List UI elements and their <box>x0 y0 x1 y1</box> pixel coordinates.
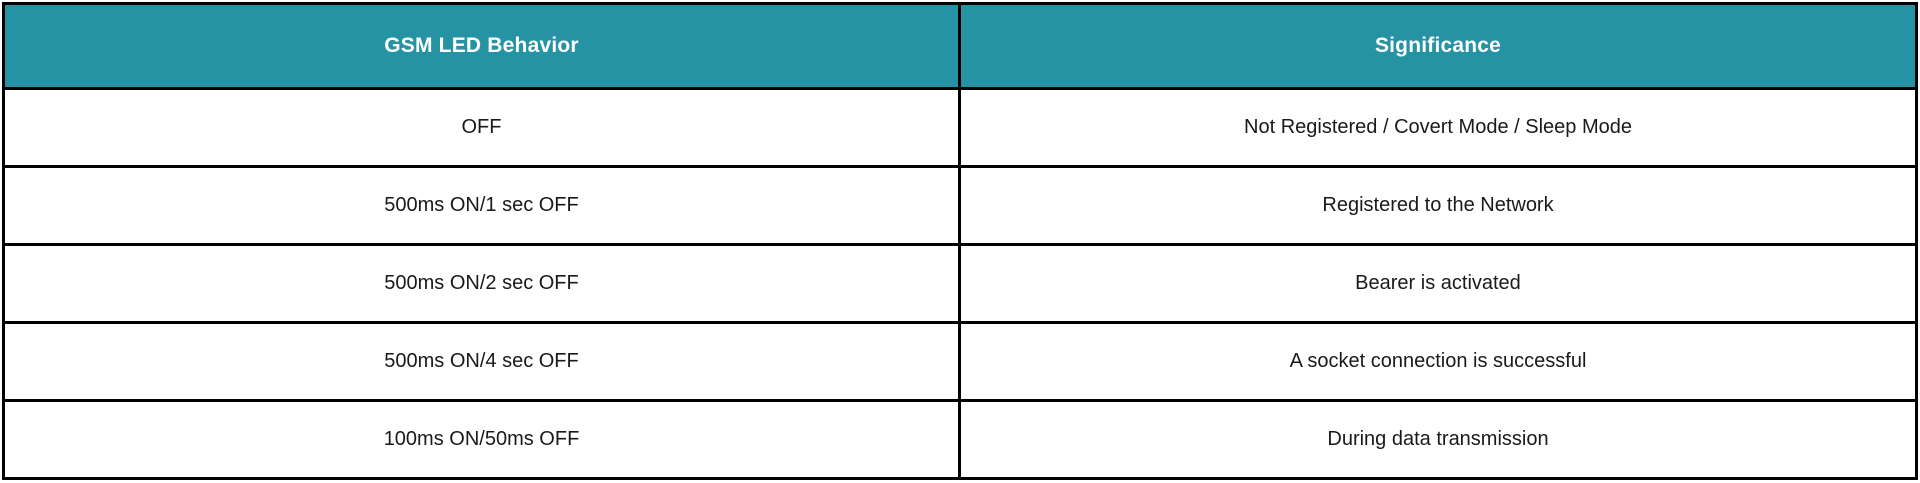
table-row: 500ms ON/1 sec OFF Registered to the Net… <box>2 165 1918 246</box>
cell-led-behavior: 100ms ON/50ms OFF <box>2 399 961 480</box>
table-row: 500ms ON/4 sec OFF A socket connection i… <box>2 321 1918 402</box>
cell-significance: Registered to the Network <box>958 165 1918 246</box>
cell-led-behavior: 500ms ON/1 sec OFF <box>2 165 961 246</box>
table-row: 500ms ON/2 sec OFF Bearer is activated <box>2 243 1918 324</box>
table-row: 100ms ON/50ms OFF During data transmissi… <box>2 399 1918 480</box>
cell-led-behavior: 500ms ON/2 sec OFF <box>2 243 961 324</box>
cell-significance: During data transmission <box>958 399 1918 480</box>
column-header-significance: Significance <box>958 2 1918 90</box>
table-header: GSM LED Behavior Significance <box>2 2 1918 90</box>
column-header-gsm-led-behavior: GSM LED Behavior <box>2 2 961 90</box>
cell-significance: Bearer is activated <box>958 243 1918 324</box>
table-header-row: GSM LED Behavior Significance <box>2 2 1918 90</box>
table-body: OFF Not Registered / Covert Mode / Sleep… <box>2 87 1918 480</box>
cell-led-behavior: 500ms ON/4 sec OFF <box>2 321 961 402</box>
cell-led-behavior: OFF <box>2 87 961 168</box>
cell-significance: Not Registered / Covert Mode / Sleep Mod… <box>958 87 1918 168</box>
table-row: OFF Not Registered / Covert Mode / Sleep… <box>2 87 1918 168</box>
cell-significance: A socket connection is successful <box>958 321 1918 402</box>
